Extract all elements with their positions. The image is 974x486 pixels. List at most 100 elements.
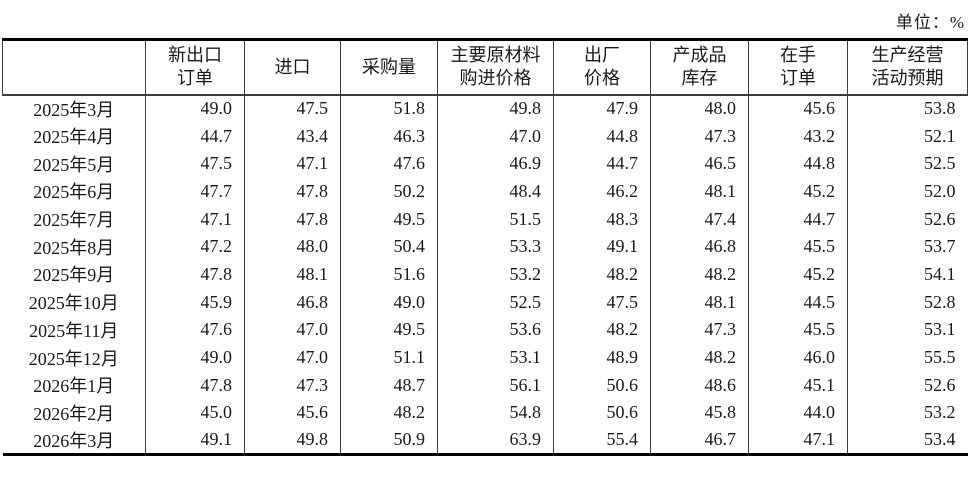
- value-cell: 50.9: [340, 426, 438, 455]
- value-cell: 48.2: [553, 316, 651, 344]
- table-row: 2025年5月 47.5 47.1 47.6 46.9 44.7 46.5 44.8 52.5: [2, 149, 968, 178]
- value-cell: 45.2: [748, 260, 848, 289]
- value-cell: 47.1: [244, 149, 341, 178]
- value-cell: 47.7: [145, 177, 245, 206]
- value-cell: 49.0: [145, 343, 245, 372]
- value-cell: 54.8: [437, 399, 554, 427]
- value-cell: 52.5: [924, 153, 956, 174]
- value-cell: 47.0: [437, 122, 554, 150]
- value-cell: 55.5: [924, 347, 956, 368]
- month-cell: 2025年12月: [2, 343, 146, 372]
- column-header: 采购量: [340, 39, 438, 96]
- value-cell: 47.6: [340, 149, 438, 178]
- value-cell: 53.1: [437, 343, 554, 372]
- value-cell: 52.6: [924, 374, 956, 395]
- value-cell: 53.2: [437, 260, 554, 289]
- month-cell: 2025年3月: [2, 94, 146, 123]
- value-cell: 63.9: [437, 426, 554, 455]
- column-header-line: 订单: [780, 68, 816, 89]
- value-cell: 45.0: [145, 399, 245, 427]
- value-cell: 47.9: [553, 94, 651, 123]
- value-cell: 47.5: [553, 288, 651, 316]
- value-cell: 53.4: [924, 429, 956, 450]
- value-cell: 47.3: [244, 371, 341, 400]
- value-cell: 48.2: [650, 260, 749, 289]
- value-cell: 47.8: [145, 371, 245, 400]
- pmi-subindices-table: 新出口 订单 进口 采购量 主要原材料 购进价格 出厂 价格 产成品 库存 在手 订单 生产经营 活动预期…: [2, 38, 968, 456]
- column-header-line: 出厂: [584, 44, 620, 65]
- value-cell: 46.7: [650, 426, 749, 455]
- value-cell: 44.8: [748, 149, 848, 178]
- column-header-line: 订单: [177, 68, 213, 89]
- value-cell: 48.2: [650, 343, 749, 372]
- month-cell: 2026年3月: [2, 426, 146, 455]
- value-cell: 45.1: [748, 371, 848, 400]
- value-cell: 46.5: [650, 149, 749, 178]
- value-cell: 49.8: [437, 94, 554, 123]
- value-cell: 56.1: [437, 371, 554, 400]
- value-cell: 45.6: [748, 94, 848, 123]
- value-cell: 52.0: [924, 180, 956, 201]
- value-cell: 44.5: [748, 288, 848, 316]
- value-cell: 55.4: [553, 426, 651, 455]
- table-row: 2025年8月 47.2 48.0 50.4 53.3 49.1 46.8 45.5 53.7: [2, 232, 968, 261]
- value-cell: 49.8: [244, 426, 341, 455]
- value-cell: 44.0: [748, 399, 848, 427]
- value-cell: 48.0: [244, 232, 341, 261]
- value-cell: 53.7: [924, 236, 956, 257]
- table-row: 2025年3月 49.0 47.5 51.8 49.8 47.9 48.0 45.6 53.8: [2, 94, 968, 123]
- value-cell: 45.5: [748, 316, 848, 344]
- value-cell: 47.1: [145, 205, 245, 233]
- value-cell: 49.5: [340, 205, 438, 233]
- column-header: 在手 订单: [748, 39, 848, 96]
- value-cell: 47.3: [650, 316, 749, 344]
- value-cell: 44.7: [145, 122, 245, 150]
- value-cell: 51.5: [437, 205, 554, 233]
- month-cell: 2025年9月: [2, 260, 146, 289]
- value-cell: 52.8: [924, 291, 956, 312]
- value-cell: 52.5: [437, 288, 554, 316]
- value-cell: 47.0: [244, 343, 341, 372]
- value-cell: 51.6: [340, 260, 438, 289]
- table-row: 2026年1月 47.8 47.3 48.7 56.1 50.6 48.6 45.1 52.6: [2, 371, 968, 400]
- value-cell: 46.8: [244, 288, 341, 316]
- value-cell: 47.0: [244, 316, 341, 344]
- value-cell: 45.6: [244, 399, 341, 427]
- value-cell: 52.6: [924, 208, 956, 229]
- value-cell: 48.9: [553, 343, 651, 372]
- value-cell: 46.9: [437, 149, 554, 178]
- table-row: 2026年3月 49.1 49.8 50.9 63.9 55.4 46.7 47.1 53.4: [2, 426, 968, 455]
- column-header-line: 活动预期: [871, 68, 944, 89]
- value-cell: 43.4: [244, 122, 341, 150]
- column-header-line: 购进价格: [459, 68, 532, 89]
- table-row: 2025年12月 49.0 47.0 51.1 53.1 48.9 48.2 46.0 55.5: [2, 343, 968, 372]
- month-cell: 2025年11月: [2, 316, 146, 344]
- value-cell: 45.9: [145, 288, 245, 316]
- value-cell: 45.5: [748, 232, 848, 261]
- column-header-line: 产成品: [672, 44, 727, 65]
- table-row: 2025年10月 45.9 46.8 49.0 52.5 47.5 48.1 44.5 52.8: [2, 288, 968, 316]
- value-cell: 47.5: [244, 94, 341, 123]
- value-cell: 53.3: [437, 232, 554, 261]
- unit-label: 单位：%: [895, 13, 965, 32]
- value-cell: 48.2: [340, 399, 438, 427]
- value-cell: 50.6: [553, 371, 651, 400]
- month-cell: 2025年7月: [2, 205, 146, 233]
- table-row: 2025年4月 44.7 43.4 46.3 47.0 44.8 47.3 43.2 52.1: [2, 122, 968, 150]
- value-cell: 50.2: [340, 177, 438, 206]
- value-cell: 47.8: [244, 177, 341, 206]
- value-cell: 48.1: [650, 288, 749, 316]
- month-cell: 2025年6月: [2, 177, 146, 206]
- value-cell: 53.6: [437, 316, 554, 344]
- value-cell: 45.2: [748, 177, 848, 206]
- value-cell: 49.0: [145, 94, 245, 123]
- column-header-line: 主要原材料: [450, 44, 541, 65]
- value-cell: 43.2: [748, 122, 848, 150]
- value-cell: 53.8: [924, 98, 956, 119]
- value-cell: 47.2: [145, 232, 245, 261]
- value-cell: 48.3: [553, 205, 651, 233]
- column-header: 生产经营 活动预期: [847, 39, 968, 96]
- value-cell: 44.8: [553, 122, 651, 150]
- value-cell: 44.7: [748, 205, 848, 233]
- month-cell: 2025年5月: [2, 149, 146, 178]
